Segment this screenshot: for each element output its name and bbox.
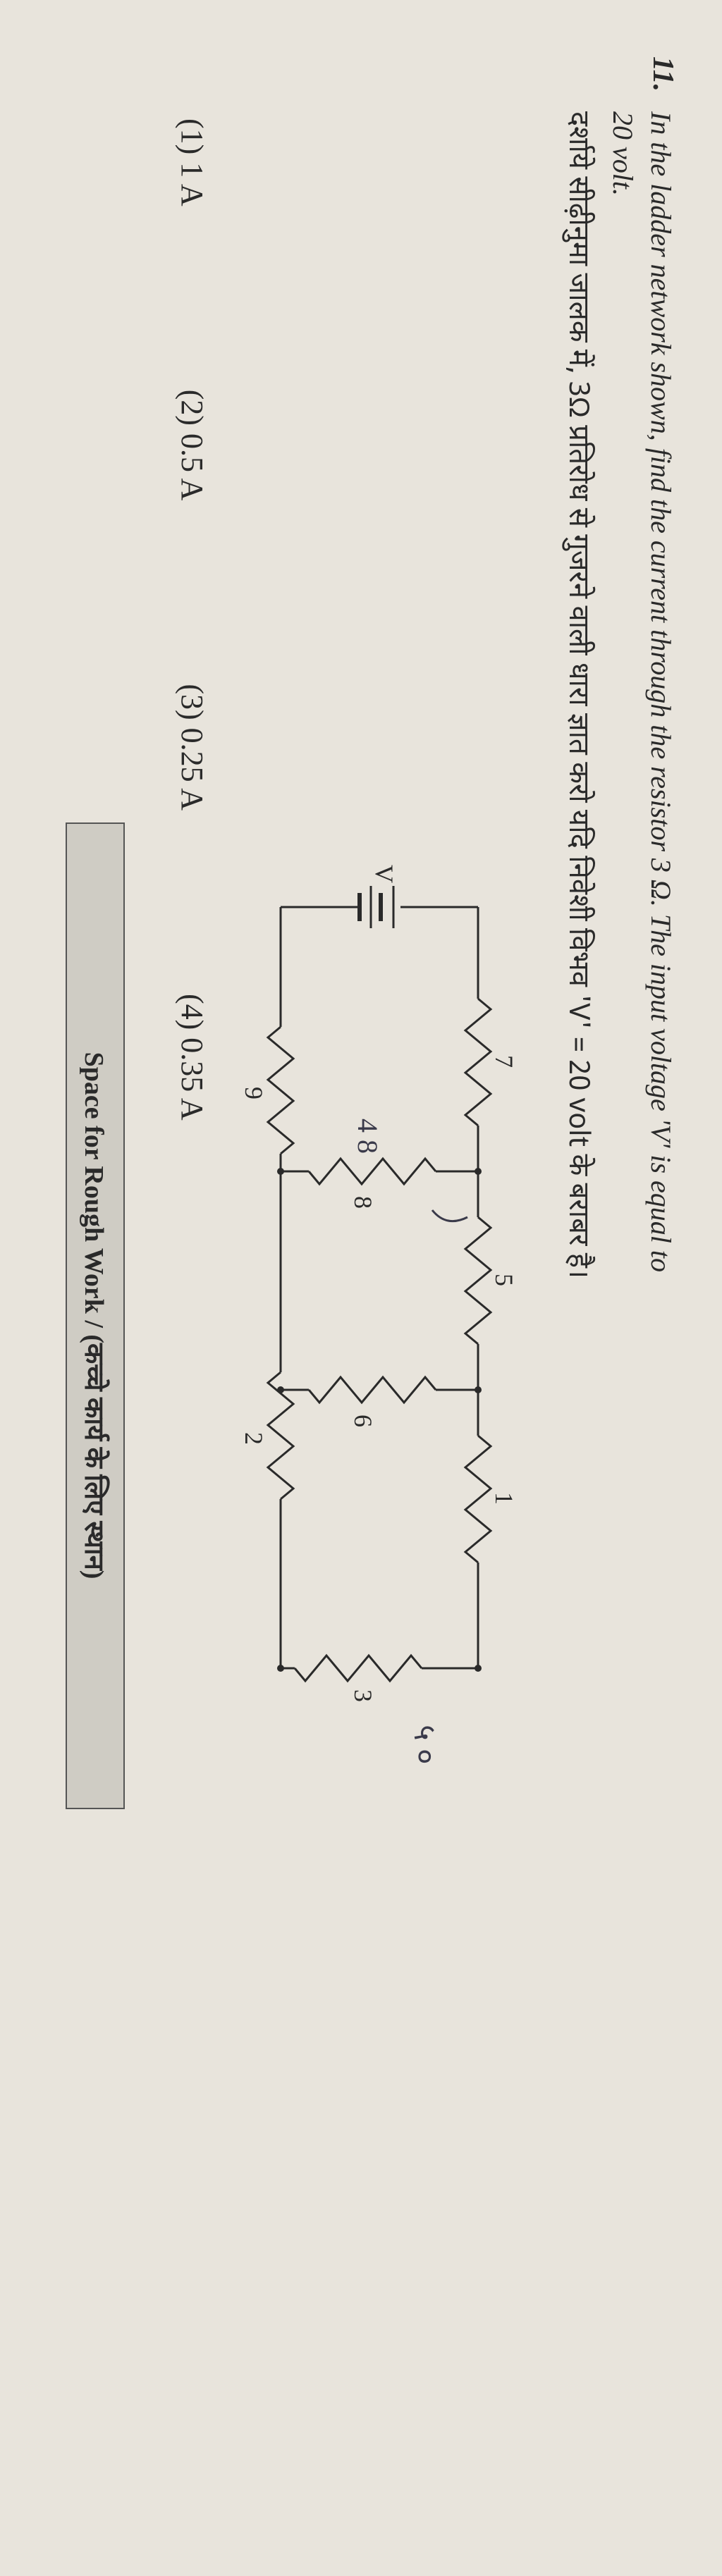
label-r8: 8 bbox=[349, 1196, 377, 1209]
option-4: (4) 0.35 A bbox=[174, 994, 210, 1121]
rough-work-box: Space for Rough Work / (कच्चे कार्य के ल… bbox=[66, 822, 125, 1809]
question-number: 11. bbox=[66, 56, 680, 99]
question-english: In the ladder network shown, find the cu… bbox=[604, 111, 680, 2520]
option-1: (1) 1 A bbox=[174, 118, 210, 207]
option-3: (3) 0.25 A bbox=[174, 684, 210, 811]
question-block: 11. In the ladder network shown, find th… bbox=[66, 56, 680, 2520]
label-r9: 9 bbox=[240, 1087, 268, 1099]
handwriting-side: ५ ० bbox=[408, 1725, 442, 1765]
label-r3: 3 bbox=[349, 1689, 377, 1702]
question-body: In the ladder network shown, find the cu… bbox=[66, 111, 680, 2520]
label-V: V bbox=[370, 865, 398, 883]
label-r5: 5 bbox=[490, 1274, 518, 1286]
option-2: (2) 0.5 A bbox=[174, 390, 210, 501]
question-english-line1: In the ladder network shown, find the cu… bbox=[645, 111, 677, 1272]
circuit-diagram: V 7 5 1 8 6 3 9 2 4 8 ५ ० bbox=[238, 111, 534, 2520]
label-r6: 6 bbox=[349, 1415, 377, 1427]
question-english-line2: 20 volt. bbox=[607, 111, 639, 196]
label-r1: 1 bbox=[490, 1492, 518, 1505]
label-r7: 7 bbox=[490, 1055, 518, 1068]
handwriting-48: 4 8 bbox=[352, 1118, 384, 1154]
label-r2: 2 bbox=[240, 1432, 268, 1445]
options-row: (1) 1 A (2) 0.5 A (3) 0.25 A (4) 0.35 A bbox=[174, 111, 210, 2520]
question-hindi: दर्शाये सीढ़ीनुमा जालक में, 3Ω प्रतिरोध … bbox=[556, 111, 596, 2520]
